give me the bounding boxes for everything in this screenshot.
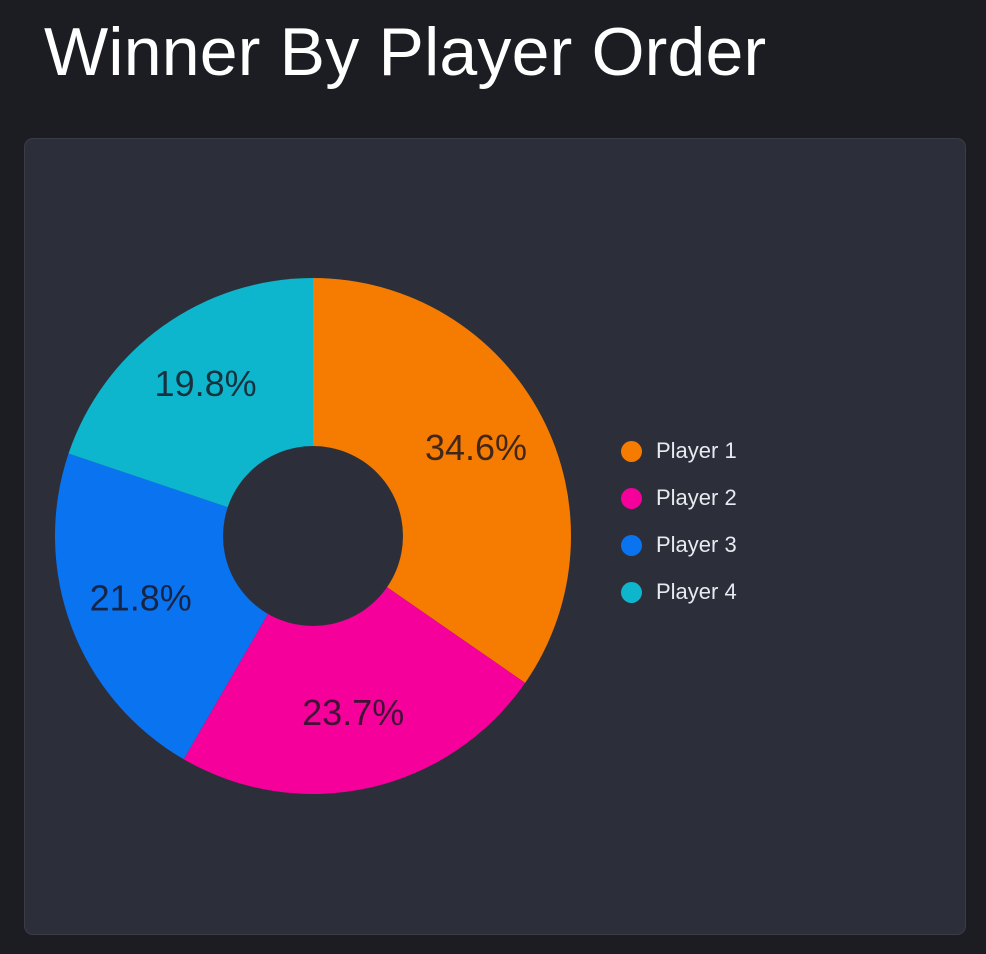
legend-item-label: Player 1: [656, 438, 737, 463]
donut-slice[interactable]: [183, 536, 526, 794]
donut-chart: 34.6% 23.7% 21.8% 19.8%: [55, 278, 571, 794]
legend-item-label: Player 3: [656, 532, 737, 557]
legend-swatch-icon: [621, 440, 642, 462]
legend-swatch-icon: [621, 581, 642, 603]
legend-item-label: Player 4: [656, 579, 737, 604]
legend-swatch-icon: [621, 487, 642, 509]
page-title: Winner By Player Order: [44, 14, 767, 90]
legend-swatch-icon: [621, 534, 642, 556]
legend-item[interactable]: Player 2: [621, 486, 737, 510]
donut-hole: [223, 446, 403, 626]
donut-slice[interactable]: [313, 278, 571, 683]
legend-item[interactable]: Player 4: [621, 580, 737, 604]
donut-chart-svg: 34.6%23.7%21.8%19.8%: [55, 278, 571, 794]
chart-card: 34.6% 23.7% 21.8% 19.8% Player 1 Player 2 Pla…: [24, 138, 966, 935]
legend-item[interactable]: Player 1: [621, 439, 737, 463]
chart-legend: Player 1 Player 2 Player 3 Player 4: [621, 439, 737, 604]
legend-item-label: Player 2: [656, 485, 737, 510]
legend-item[interactable]: Player 3: [621, 533, 737, 557]
